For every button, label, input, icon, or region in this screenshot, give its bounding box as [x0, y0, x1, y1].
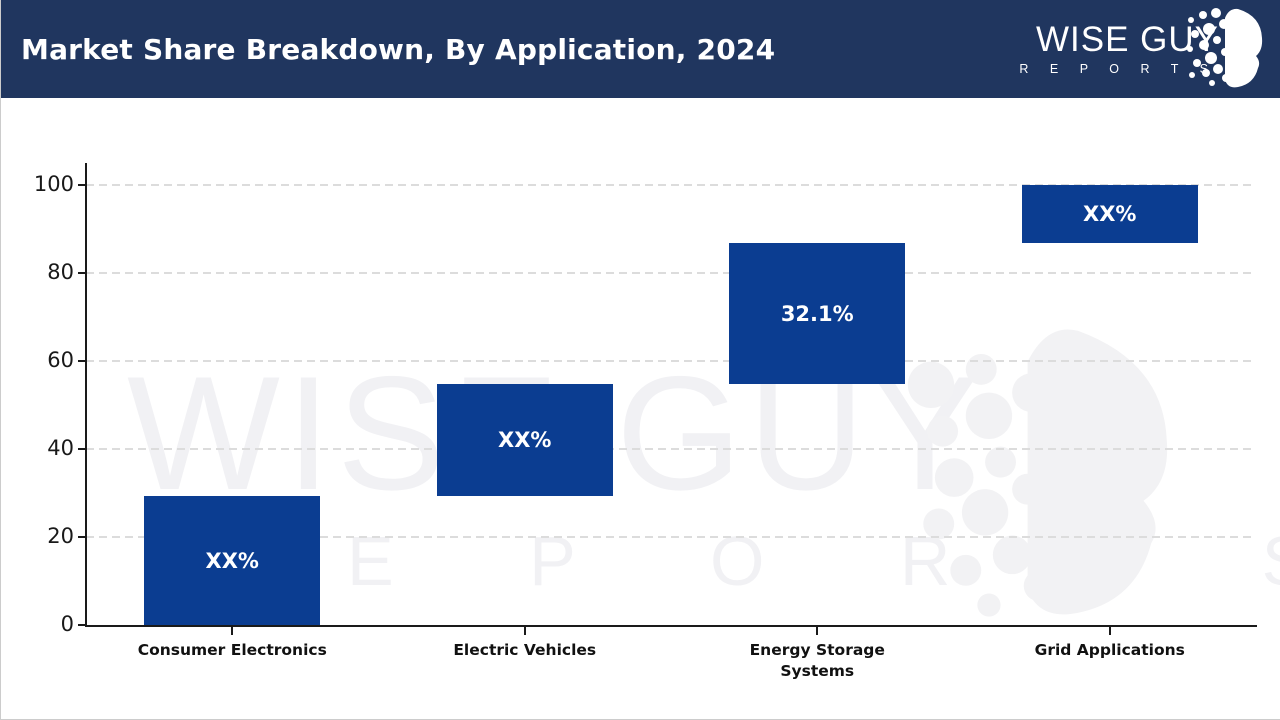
- bar-grid-applications: XX%: [1021, 185, 1198, 244]
- y-axis-tick-label: 80: [47, 260, 74, 284]
- brand-logo-subtext: R E P O R T S: [1019, 62, 1217, 76]
- bar-value-label: XX%: [1083, 202, 1137, 227]
- gridline-y20: [86, 536, 1256, 538]
- bar-value-label: 32.1%: [780, 301, 854, 326]
- header-banner: Market Share Breakdown, By Application, …: [1, 0, 1280, 98]
- x-axis-category-label: Consumer Electronics: [137, 641, 327, 659]
- gridline-y100: [86, 184, 1256, 186]
- x-axis-category-label: Electric Vehicles: [453, 641, 597, 659]
- gridline-y40: [86, 448, 1256, 450]
- y-axis-tick-mark: [78, 360, 86, 362]
- bar-energy-storage-systems: 32.1%: [729, 243, 906, 385]
- x-axis-category-label: Energy Storage Systems: [749, 641, 885, 680]
- y-axis-tick-mark: [78, 624, 86, 626]
- plot-area: WISE GUY R E P O R T S 0 20 40 60 80 100 XX% Co…: [1, 98, 1280, 719]
- x-axis-category-label: Grid Applications: [1034, 641, 1185, 659]
- brand-logo-wordmark: WISE GUY: [1035, 20, 1219, 59]
- y-axis-tick-mark: [78, 536, 86, 538]
- bar-value-label: XX%: [205, 548, 259, 573]
- x-axis-spine: [85, 625, 1257, 627]
- page-title: Market Share Breakdown, By Application, …: [21, 32, 776, 66]
- x-axis-tick-mark: [816, 627, 819, 635]
- bar-consumer-electronics: XX%: [144, 496, 321, 625]
- gridline-y60: [86, 360, 1256, 362]
- bar-electric-vehicles: XX%: [436, 384, 613, 497]
- y-axis-tick-label: 60: [47, 348, 74, 372]
- y-axis-tick-mark: [78, 272, 86, 274]
- y-axis-tick-label: 0: [60, 612, 74, 636]
- x-axis-tick-mark: [523, 627, 526, 635]
- y-axis-tick-label: 20: [47, 524, 74, 548]
- watermark-head-icon: [907, 329, 1168, 617]
- x-axis-tick-mark: [1108, 627, 1111, 635]
- y-axis-tick-mark: [78, 448, 86, 450]
- bar-value-label: XX%: [498, 428, 552, 453]
- y-axis-tick-label: 40: [47, 436, 74, 460]
- y-axis-tick-label: 100: [33, 172, 74, 196]
- y-axis-tick-mark: [78, 184, 86, 186]
- gridline-y80: [86, 272, 1256, 274]
- dotted-head-icon: [1187, 8, 1263, 88]
- y-axis-spine: [85, 163, 87, 627]
- brand-logo: WISE GUY R E P O R T S: [1019, 20, 1219, 76]
- x-axis-tick-mark: [231, 627, 234, 635]
